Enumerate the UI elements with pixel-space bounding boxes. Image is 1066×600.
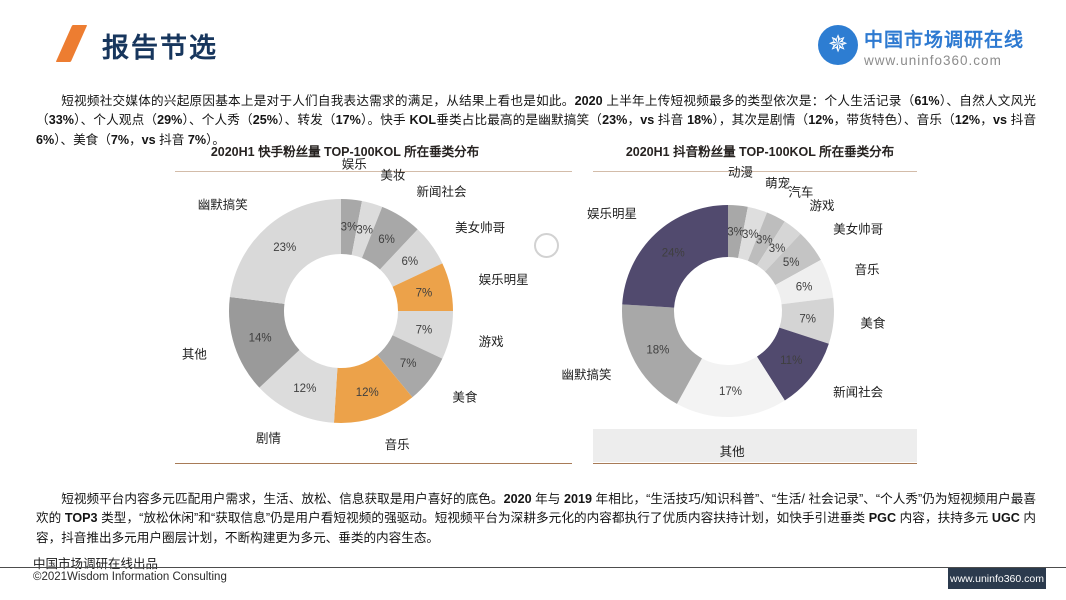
slice-category-label: 娱乐明星	[479, 273, 529, 287]
slice-pct-label: 11%	[780, 355, 802, 367]
donut-slice-动漫	[728, 205, 748, 258]
donut-slice-幽默搞笑	[229, 199, 341, 304]
donut-slice-其他	[229, 296, 300, 388]
kuaishou-donut-chart: 3% 娱乐 3% 美妆 6% 新闻社会 6% 美女帅哥 7% 娱乐明星 7% 游戏 7% 美食 12% 音乐 1…	[175, 158, 572, 464]
slice-category-label: 美女帅哥	[833, 221, 883, 236]
slice-pct-label: 18%	[646, 345, 669, 357]
douyin-donut-svg: 3% 动漫 3% 萌宠 3% 汽车 3% 游戏 5% 美女帅哥 6% 音乐 7% 美食 11% 新闻社会 17%…	[561, 166, 886, 459]
slice-category-label: 幽默搞笑	[561, 367, 611, 382]
slice-category-label: 游戏	[479, 335, 504, 349]
summary-paragraph: 短视频平台内容多元匹配用户需求，生活、放松、信息获取是用户喜好的底色。2020 …	[36, 491, 1037, 545]
slice-pct-label: 12%	[293, 383, 316, 395]
footer-divider	[0, 567, 1066, 568]
slice-category-label: 汽车	[788, 184, 813, 199]
chart-title-kuaishou: 2020H1 快手粉丝量 TOP-100KOL 所在垂类分布	[210, 145, 480, 159]
donut-slice-美食	[779, 297, 834, 344]
intro-paragraph: 短视频社交媒体的兴起原因基本上是对于人们自我表达需求的满足，从结果上看也是如此。…	[36, 93, 1037, 147]
donut-slice-美妆	[351, 200, 383, 259]
slice-pct-label: 24%	[662, 248, 685, 260]
slice-pct-label: 7%	[416, 325, 433, 337]
slice-pct-label: 6%	[401, 256, 418, 268]
slice-pct-label: 14%	[249, 332, 272, 344]
slice-category-label: 其他	[182, 348, 208, 362]
slice-pct-label: 3%	[756, 235, 773, 247]
donut-slice-美女帅哥	[764, 233, 821, 285]
donut-slice-其他	[676, 356, 785, 417]
slice-category-label: 美妆	[380, 169, 405, 183]
donut-slice-萌宠	[738, 206, 768, 261]
slice-pct-label: 23%	[273, 242, 296, 254]
slice-pct-label: 3%	[742, 229, 759, 241]
donut-slice-娱乐明星	[622, 205, 728, 308]
donut-slice-娱乐	[341, 199, 362, 256]
kuaishou-donut-svg: 3% 娱乐 3% 美妆 6% 新闻社会 6% 美女帅哥 7% 娱乐明星 7% 游戏 7% 美食 12% 音乐 1…	[182, 158, 529, 452]
slice-category-label: 音乐	[385, 437, 410, 452]
slice-pct-label: 7%	[416, 287, 433, 299]
donut-slice-美食	[377, 335, 443, 398]
accent-slash-icon	[55, 25, 88, 62]
brand-name: 中国市场调研在线	[864, 30, 1025, 51]
slice-category-label: 娱乐明星	[587, 207, 637, 221]
donut-slice-美女帅哥	[380, 229, 443, 287]
brand-logo[interactable]: ✵ 中国市场调研在线 www.uninfo360.com	[818, 25, 1024, 68]
slice-category-label: 游戏	[810, 199, 835, 213]
donut-slice-幽默搞笑	[622, 304, 702, 404]
footer-copyright: ©2021Wisdom Information Consulting	[33, 571, 227, 583]
slice-pct-label: 3%	[769, 243, 786, 255]
footer-url-link[interactable]: www.uninfo360.com	[948, 568, 1046, 589]
slice-category-label: 动漫	[728, 166, 753, 180]
slice-category-label: 新闻社会	[417, 184, 468, 199]
douyin-donut-chart: 3% 动漫 3% 萌宠 3% 汽车 3% 游戏 5% 美女帅哥 6% 音乐 7% 美食 11% 新闻社会 17%…	[561, 166, 917, 464]
snowflake-compass-icon: ✵	[818, 25, 858, 65]
slice-category-label: 新闻社会	[833, 385, 884, 400]
donut-slice-新闻社会	[756, 327, 829, 401]
donut-slice-音乐	[333, 354, 413, 423]
slice-pct-label: 7%	[400, 358, 417, 370]
slice-pct-label: 5%	[783, 257, 800, 269]
slice-category-label: 美女帅哥	[455, 220, 505, 235]
slice-pct-label: 3%	[727, 226, 744, 238]
donut-slice-游戏	[392, 311, 453, 359]
slice-category-label: 其他	[720, 445, 746, 459]
slice-category-label: 美食	[452, 389, 478, 404]
donut-slice-新闻社会	[361, 206, 418, 270]
slice-category-label: 美食	[860, 316, 886, 331]
slice-pct-label: 3%	[356, 224, 373, 236]
watermark-circle-icon	[534, 233, 559, 258]
footer-producer: 中国市场调研在线出品	[33, 557, 159, 571]
slice-pct-label: 3%	[341, 221, 358, 233]
donut-slice-汽车	[747, 212, 785, 266]
chart-bottom-band	[593, 429, 917, 462]
slice-pct-label: 12%	[356, 387, 379, 399]
brand-url[interactable]: www.uninfo360.com	[864, 53, 1002, 68]
slice-category-label: 幽默搞笑	[198, 197, 248, 212]
slice-category-label: 剧情	[256, 432, 281, 446]
donut-slice-剧情	[259, 350, 338, 423]
slice-category-label: 音乐	[854, 262, 879, 277]
chart-title-douyin: 2020H1 抖音粉丝量 TOP-100KOL 所在垂类分布	[625, 145, 895, 159]
slice-pct-label: 6%	[796, 281, 813, 293]
donut-slice-游戏	[756, 221, 801, 272]
slice-pct-label: 7%	[799, 314, 816, 326]
donut-slice-音乐	[775, 259, 834, 305]
slice-pct-label: 6%	[378, 234, 395, 246]
slice-pct-label: 17%	[719, 386, 742, 398]
slice-category-label: 萌宠	[765, 175, 790, 190]
slice-category-label: 娱乐	[342, 158, 367, 172]
page-title: 报告节选	[102, 33, 218, 63]
donut-slice-娱乐明星	[392, 263, 453, 311]
